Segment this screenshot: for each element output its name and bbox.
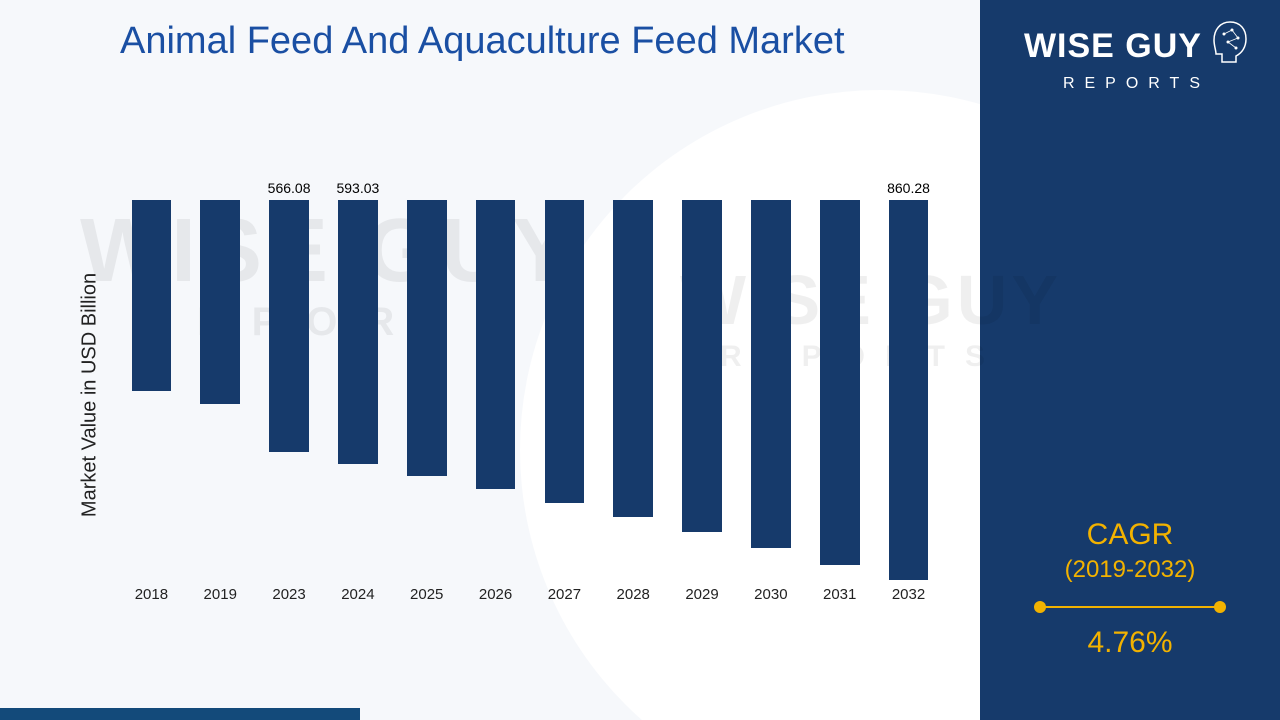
x-axis-tick-label: 2024	[332, 586, 383, 610]
cagr-value: 4.76%	[980, 626, 1280, 660]
bar	[820, 200, 860, 565]
bar-wrap: 593.03	[332, 180, 383, 580]
bar-wrap	[539, 180, 590, 580]
bar-wrap	[195, 180, 246, 580]
bar-wrap	[745, 180, 796, 580]
bar-wrap: 566.08	[264, 180, 315, 580]
y-axis-label: Market Value in USD Billion	[79, 273, 102, 517]
bar	[613, 200, 653, 517]
bar	[476, 200, 516, 489]
bar	[338, 200, 378, 464]
x-axis-tick-label: 2025	[401, 586, 452, 610]
bar	[132, 200, 172, 391]
x-axis-tick-label: 2026	[470, 586, 521, 610]
bar	[751, 200, 791, 548]
x-axis-tick-label: 2019	[195, 586, 246, 610]
bar-wrap	[470, 180, 521, 580]
bar-wrap	[608, 180, 659, 580]
x-axis-tick-label: 2032	[883, 586, 934, 610]
plot-region: Market Value in USD Billion 566.08593.03…	[100, 180, 940, 610]
x-axis-tick-label: 2028	[608, 586, 659, 610]
cagr-label: CAGR	[980, 518, 1280, 552]
bar	[545, 200, 585, 503]
bar-wrap	[401, 180, 452, 580]
x-axis-tick-label: 2031	[814, 586, 865, 610]
x-labels-container: 2018 2019 2023 2024 2025 2026 2027 2028 2029 2030…	[120, 586, 940, 610]
bar-wrap: 860.28	[883, 180, 934, 580]
chart-title: Animal Feed And Aquaculture Feed Market	[40, 20, 960, 64]
bar	[200, 200, 240, 404]
cagr-block: CAGR (2019-2032) 4.76%	[980, 518, 1280, 660]
logo-sub-text: REPORTS	[1010, 75, 1210, 93]
bar	[889, 200, 929, 580]
x-axis-tick-label: 2023	[264, 586, 315, 610]
bar-wrap	[677, 180, 728, 580]
bar-value-label: 860.28	[887, 180, 930, 196]
bar	[269, 200, 309, 452]
logo-brand-text: WISE GUY	[1024, 27, 1202, 66]
bottom-strip	[0, 708, 360, 720]
cagr-range: (2019-2032)	[980, 556, 1280, 584]
bar-value-label: 566.08	[268, 180, 311, 196]
bars-container: 566.08 593.03 860.28	[120, 180, 940, 580]
bar	[407, 200, 447, 476]
cagr-divider-line	[1040, 606, 1220, 608]
bar-value-label: 593.03	[336, 180, 379, 196]
ai-head-icon	[1210, 20, 1250, 73]
x-axis-tick-label: 2029	[677, 586, 728, 610]
bar	[682, 200, 722, 532]
x-axis-tick-label: 2030	[745, 586, 796, 610]
x-axis-tick-label: 2018	[126, 586, 177, 610]
bar-wrap	[126, 180, 177, 580]
x-axis-tick-label: 2027	[539, 586, 590, 610]
bar-wrap	[814, 180, 865, 580]
chart-area: Animal Feed And Aquaculture Feed Market …	[40, 20, 960, 660]
page-root: WISE GUY REPORTS WISE GUY REPORTS WISE G…	[0, 0, 1280, 720]
logo: WISE GUY REPORTS	[1010, 20, 1250, 93]
